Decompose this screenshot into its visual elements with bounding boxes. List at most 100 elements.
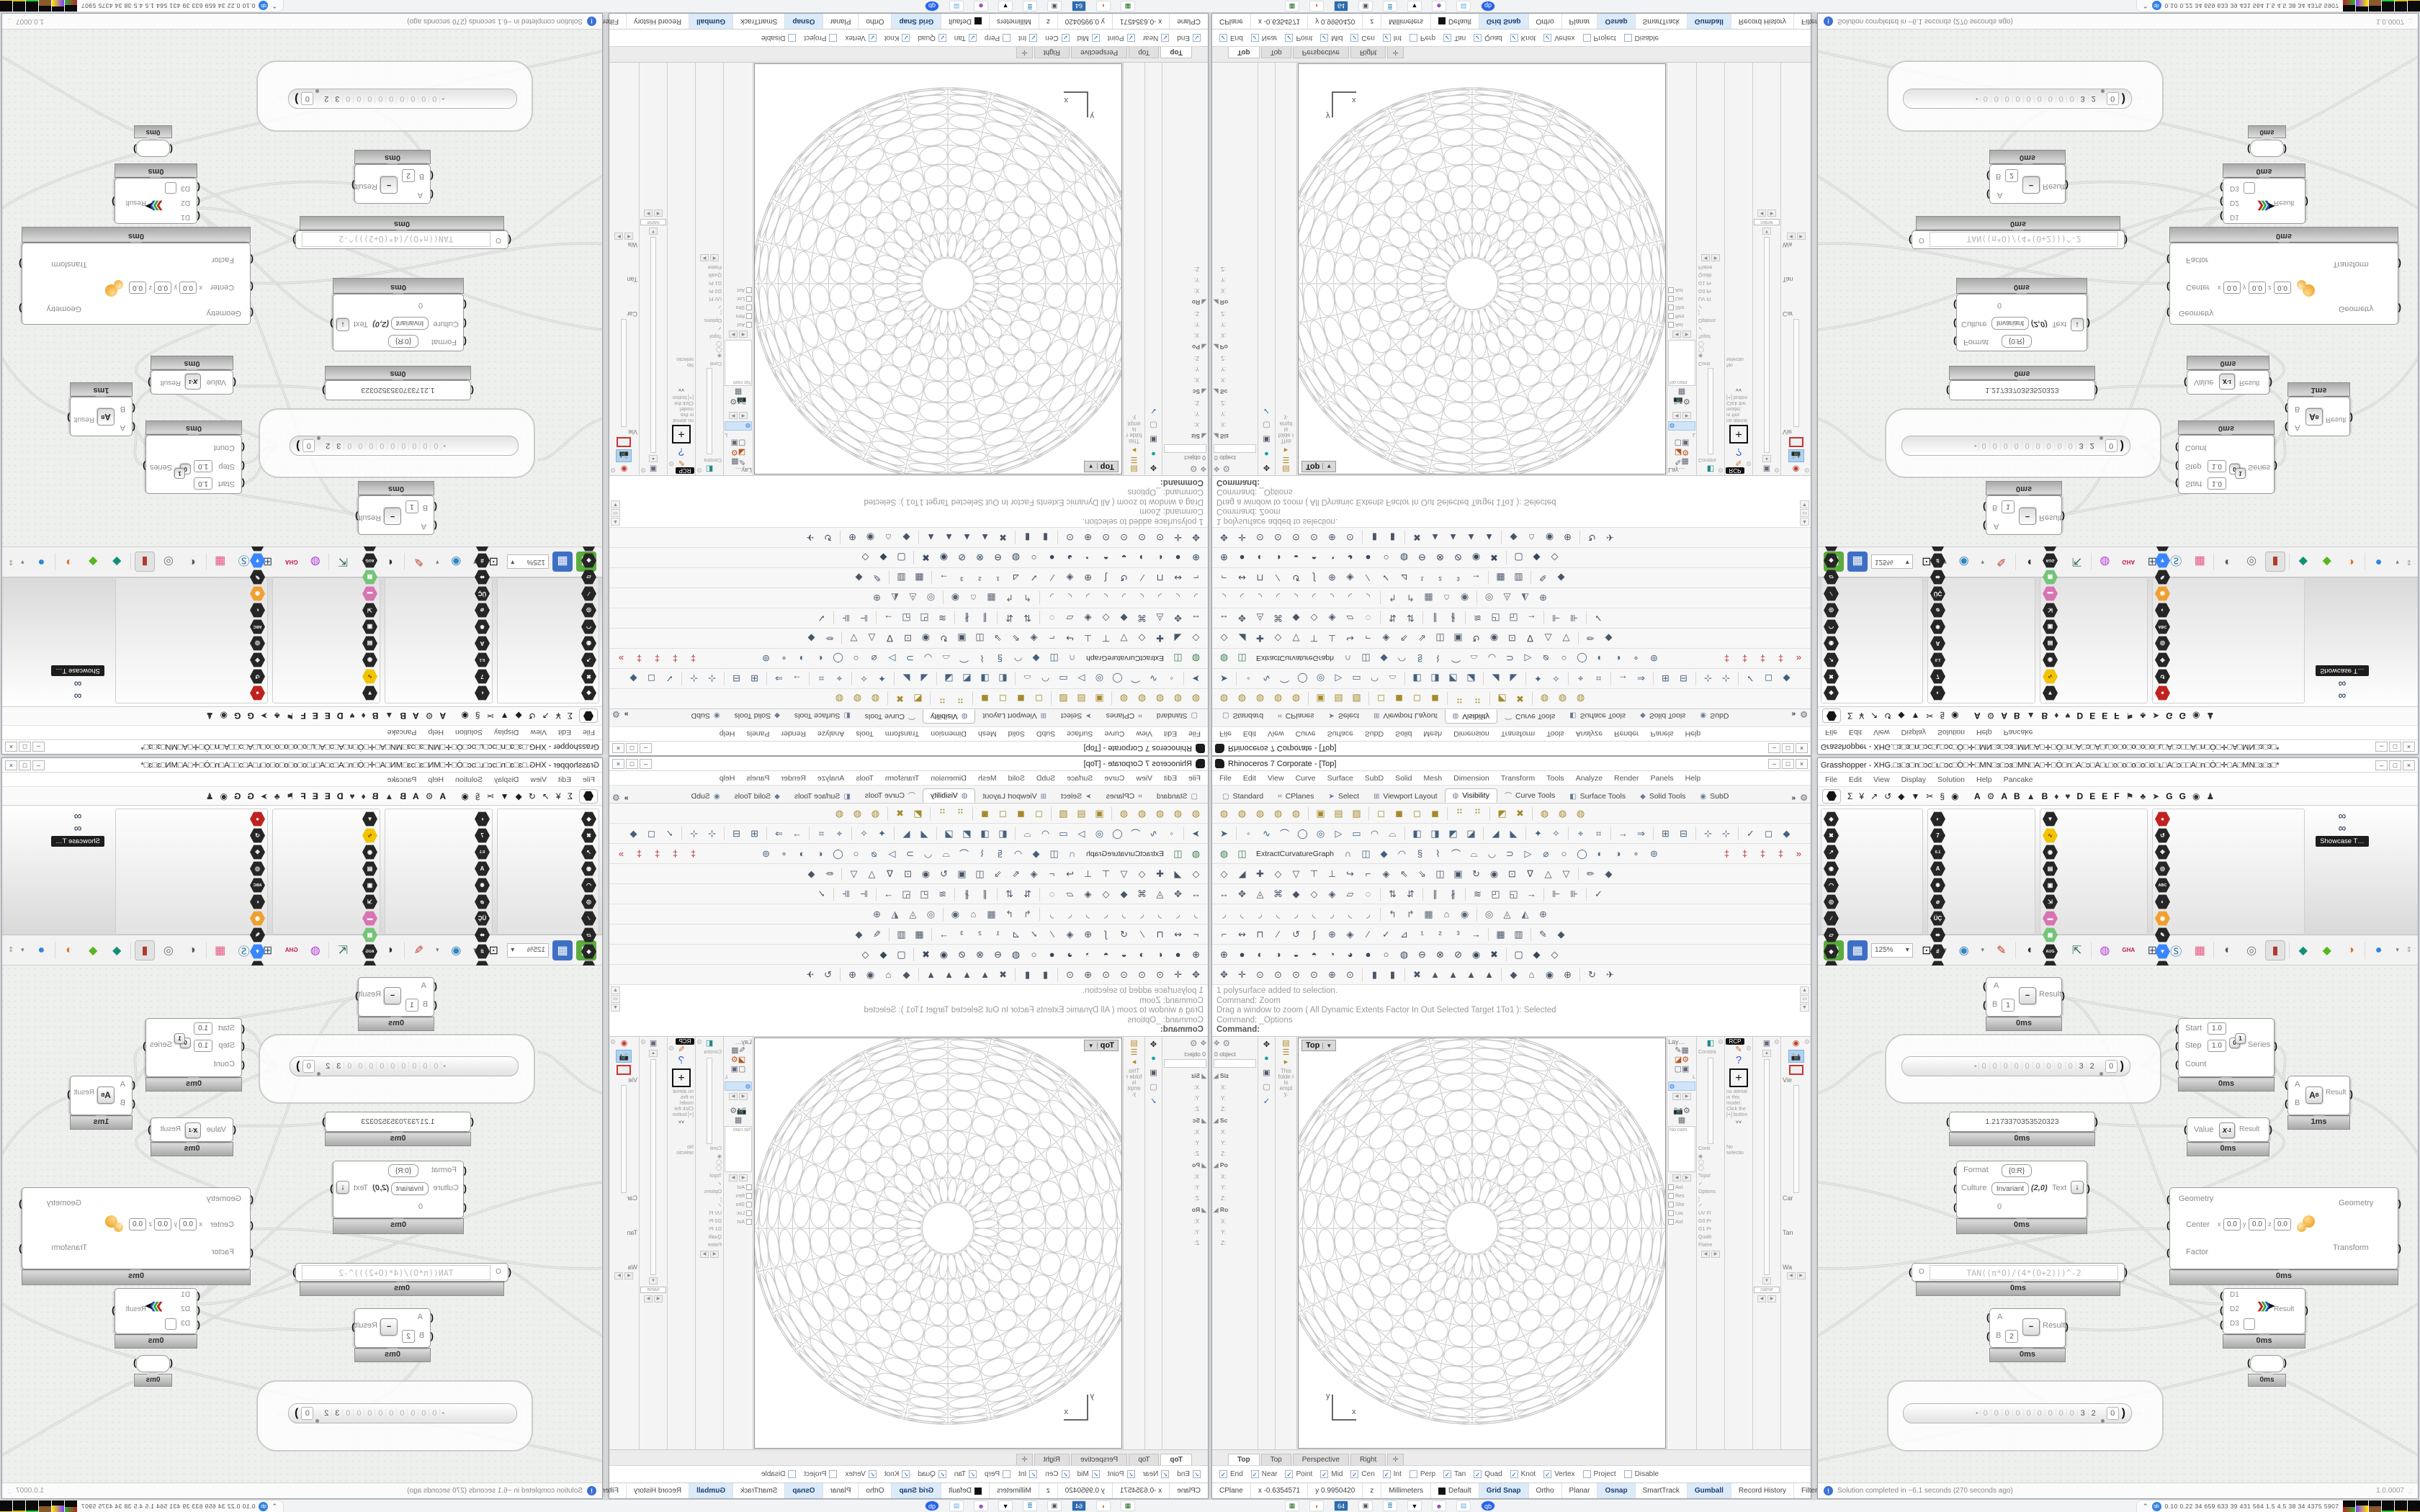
toolbar-icon[interactable]: ⊟ — [1680, 827, 1688, 839]
toolbar-icon[interactable]: ◍ — [1173, 807, 1183, 819]
toolbar-icon[interactable]: ¹ — [1420, 929, 1424, 940]
osnap-vertex[interactable]: ✓ Vertex — [1543, 34, 1575, 42]
rhino-tab-viewport-layout[interactable]: ⊞ Viewport Layout — [1373, 792, 1438, 801]
number-slider-1[interactable]: ‣ 0 0 0 0 0 0 0 0 0 3 2 0) — [290, 436, 519, 456]
gh-tab-icon[interactable]: ▼ — [500, 711, 509, 721]
layers-folder-icon[interactable]: ◪⚙ — [730, 1056, 746, 1064]
toolbar-icon[interactable]: ✖ — [999, 968, 1007, 980]
toolbar-icon[interactable]: ⊪ — [1569, 888, 1579, 899]
monitor-up[interactable]: ▲ — [640, 455, 666, 462]
expression-inverse-node[interactable]: () Value x -1 Result — [2184, 370, 2272, 395]
status-segment[interactable]: z — [1363, 1483, 1382, 1498]
gh-toolbar-icon[interactable]: ▾ — [21, 946, 24, 953]
rhino-tab-solid-tools[interactable]: ◆ Solid Tools — [734, 711, 780, 720]
number-panel[interactable]: () 1.2173370353520323 — [322, 1112, 474, 1132]
gh-plugin-tab[interactable]: ➤ — [2152, 791, 2160, 801]
taskbar-app-▤[interactable]: ▤ — [1456, 1, 1471, 12]
toolbar-icon[interactable]: ‡ — [654, 848, 660, 859]
rhino-tab-solid-tools[interactable]: ◆ Solid Tools — [1640, 711, 1686, 720]
camera-button-active[interactable]: 📷 — [616, 1050, 632, 1063]
gh-plugin-tab[interactable]: ⚙ — [425, 711, 434, 721]
toolbar-icon[interactable]: ◧ — [1412, 827, 1422, 839]
toolbar-icon[interactable]: ◇ — [1102, 613, 1110, 624]
merge-node[interactable]: ((() D1 D2 D3 ❯❯❯➤ Result — [2220, 1288, 2308, 1334]
gh-menu-edit[interactable]: Edit — [557, 728, 572, 737]
status-segment[interactable]: CPlane — [1169, 1483, 1208, 1498]
toolbar-icon[interactable]: ⌓ — [942, 653, 950, 665]
toolbar-icon[interactable]: ● — [1365, 949, 1371, 960]
toolbar-icon[interactable]: ⊚ — [1650, 653, 1658, 665]
osnap-point[interactable]: ✓ Point — [1107, 1470, 1135, 1478]
status-layer[interactable]: Default — [1431, 1483, 1479, 1498]
toolbar-icon[interactable]: ≋ — [1474, 613, 1482, 624]
toolbar-icon[interactable]: ✚ — [1156, 633, 1164, 644]
boxedit-panel[interactable]: ✥⚙ 0 object SizX:Y:Z:ScX:Y:Z:PoX:Y:Z:RoX… — [1162, 1037, 1208, 1449]
status-segment[interactable]: Millimeters — [1381, 14, 1432, 29]
gh-toolbar-icon[interactable]: ✎ — [1996, 944, 2007, 957]
gh-component-icon[interactable]: ◉ — [2155, 911, 2170, 926]
toolbar-icon[interactable]: ◞ — [1258, 593, 1263, 604]
extract-curvature-graph-button[interactable]: ExtractCurvatureGraph — [1086, 849, 1164, 858]
toolbar-icon[interactable]: ◆ — [1783, 673, 1791, 685]
toolbar-icon[interactable]: ◟ — [1103, 593, 1108, 604]
gh-menu-solution[interactable]: Solution — [1937, 775, 1965, 784]
toolbar-icon[interactable]: ⊕ — [1084, 532, 1092, 544]
monitor-up[interactable]: ▲ — [1754, 455, 1780, 462]
toolbar-icon[interactable]: ⇵ — [1407, 613, 1415, 624]
toolbar-icon[interactable]: ◐ — [1597, 653, 1603, 664]
toolbar-icon[interactable]: ◆ — [1605, 633, 1613, 644]
toolbar-icon[interactable]: ▭ — [1352, 673, 1361, 685]
named-view-option-aut[interactable]: Aut — [725, 322, 752, 328]
gh-component-icon[interactable]: ◎ — [1824, 894, 1839, 909]
toolbar-icon[interactable]: ↻ — [824, 532, 832, 544]
rhino-tab-cplanes[interactable]: ⌗ CPlanes — [1106, 792, 1142, 801]
rhino-tab-curve-tools[interactable]: ⌒ Curve Tools — [1504, 791, 1556, 801]
toolbar-icon[interactable]: ⌓ — [1470, 653, 1478, 665]
close-button[interactable]: × — [612, 743, 624, 754]
gh-component-icon[interactable]: ◐ — [475, 811, 490, 827]
toolbar-icon[interactable]: ◇ — [1138, 868, 1146, 879]
toolbar-icon[interactable]: ↰ — [1023, 593, 1031, 604]
toolbar-icon[interactable]: ◐ — [1597, 848, 1603, 859]
gh-plugin-tab[interactable]: A — [412, 711, 419, 721]
named-view-option-sho[interactable]: Sho — [1668, 305, 1695, 310]
gh-component-icon[interactable]: ∕ — [581, 586, 596, 601]
named-view-option-res[interactable]: Res — [1668, 313, 1695, 319]
viewport-label[interactable]: Top ▼ — [1083, 1040, 1119, 1051]
scale-cz[interactable]: 0.0 — [2274, 282, 2291, 294]
help-icon[interactable]: ? — [678, 446, 685, 458]
toolbar-icon[interactable]: ∘ — [1633, 847, 1639, 859]
toolbar-icon[interactable]: ◉ — [939, 948, 949, 960]
taskbar-app-◗[interactable]: ◗ — [1309, 1500, 1324, 1511]
toolbar-icon[interactable]: ● — [1239, 552, 1245, 563]
toolbar-icon[interactable]: ▲ — [926, 532, 936, 543]
layer-row-selected[interactable]: ◍ — [725, 1081, 752, 1091]
tab-gear-icon[interactable]: ⚙ — [1800, 709, 1808, 719]
toolbar-icon[interactable]: ↻ — [940, 633, 948, 644]
gh-toolbar-scroll[interactable]: ⇕ — [2406, 558, 2412, 566]
gh-plugin-tab[interactable]: ➤ — [2152, 711, 2160, 721]
toolbar-icon[interactable]: ⊤ — [1101, 868, 1111, 879]
toolbar-icon[interactable]: ◞ — [1085, 908, 1090, 919]
toolbar-icon[interactable]: ↭ — [1174, 928, 1182, 940]
gh-plugin-tab[interactable]: ◉ — [2192, 791, 2200, 801]
gh-component-icon[interactable]: ↗ — [1824, 652, 1839, 667]
taskbar-app-▣[interactable]: ▣ — [1358, 1500, 1373, 1511]
gh-plugin-tab[interactable]: F — [2114, 791, 2120, 801]
toolbar-icon[interactable]: ○ — [1031, 949, 1037, 960]
toolbar-icon[interactable]: ◎ — [926, 593, 936, 604]
osnap-project[interactable]: Project — [1582, 34, 1616, 42]
monitor-down[interactable]: ▼ — [640, 228, 666, 235]
gh-plugin-tab[interactable]: ▲ — [2026, 791, 2035, 801]
toolbar-icon[interactable]: ✚ — [1256, 633, 1264, 644]
extract-curvature-graph-button[interactable]: ExtractCurvatureGraph — [1256, 849, 1334, 858]
gh-component-icon[interactable]: ◐ — [250, 603, 265, 618]
toolbar-icon[interactable]: ◆ — [807, 633, 815, 644]
layers-panel[interactable]: Lay… ✎▦ ◪⚙ ▢▣ L ◍ ◀ ▶ 📷⚙ ▦ No nam — [724, 63, 753, 475]
toolbar-icon[interactable]: ✈ — [806, 532, 814, 544]
toolbar-icon[interactable]: ⊤ — [1101, 633, 1111, 644]
toolbar-icon[interactable]: ◆ — [1292, 613, 1300, 624]
viewport-tab-perspective[interactable]: Perspective — [1292, 47, 1349, 58]
toolbar-icon[interactable]: ◦ — [1247, 673, 1250, 684]
toolbar-icon[interactable]: ↪ — [1346, 633, 1354, 644]
